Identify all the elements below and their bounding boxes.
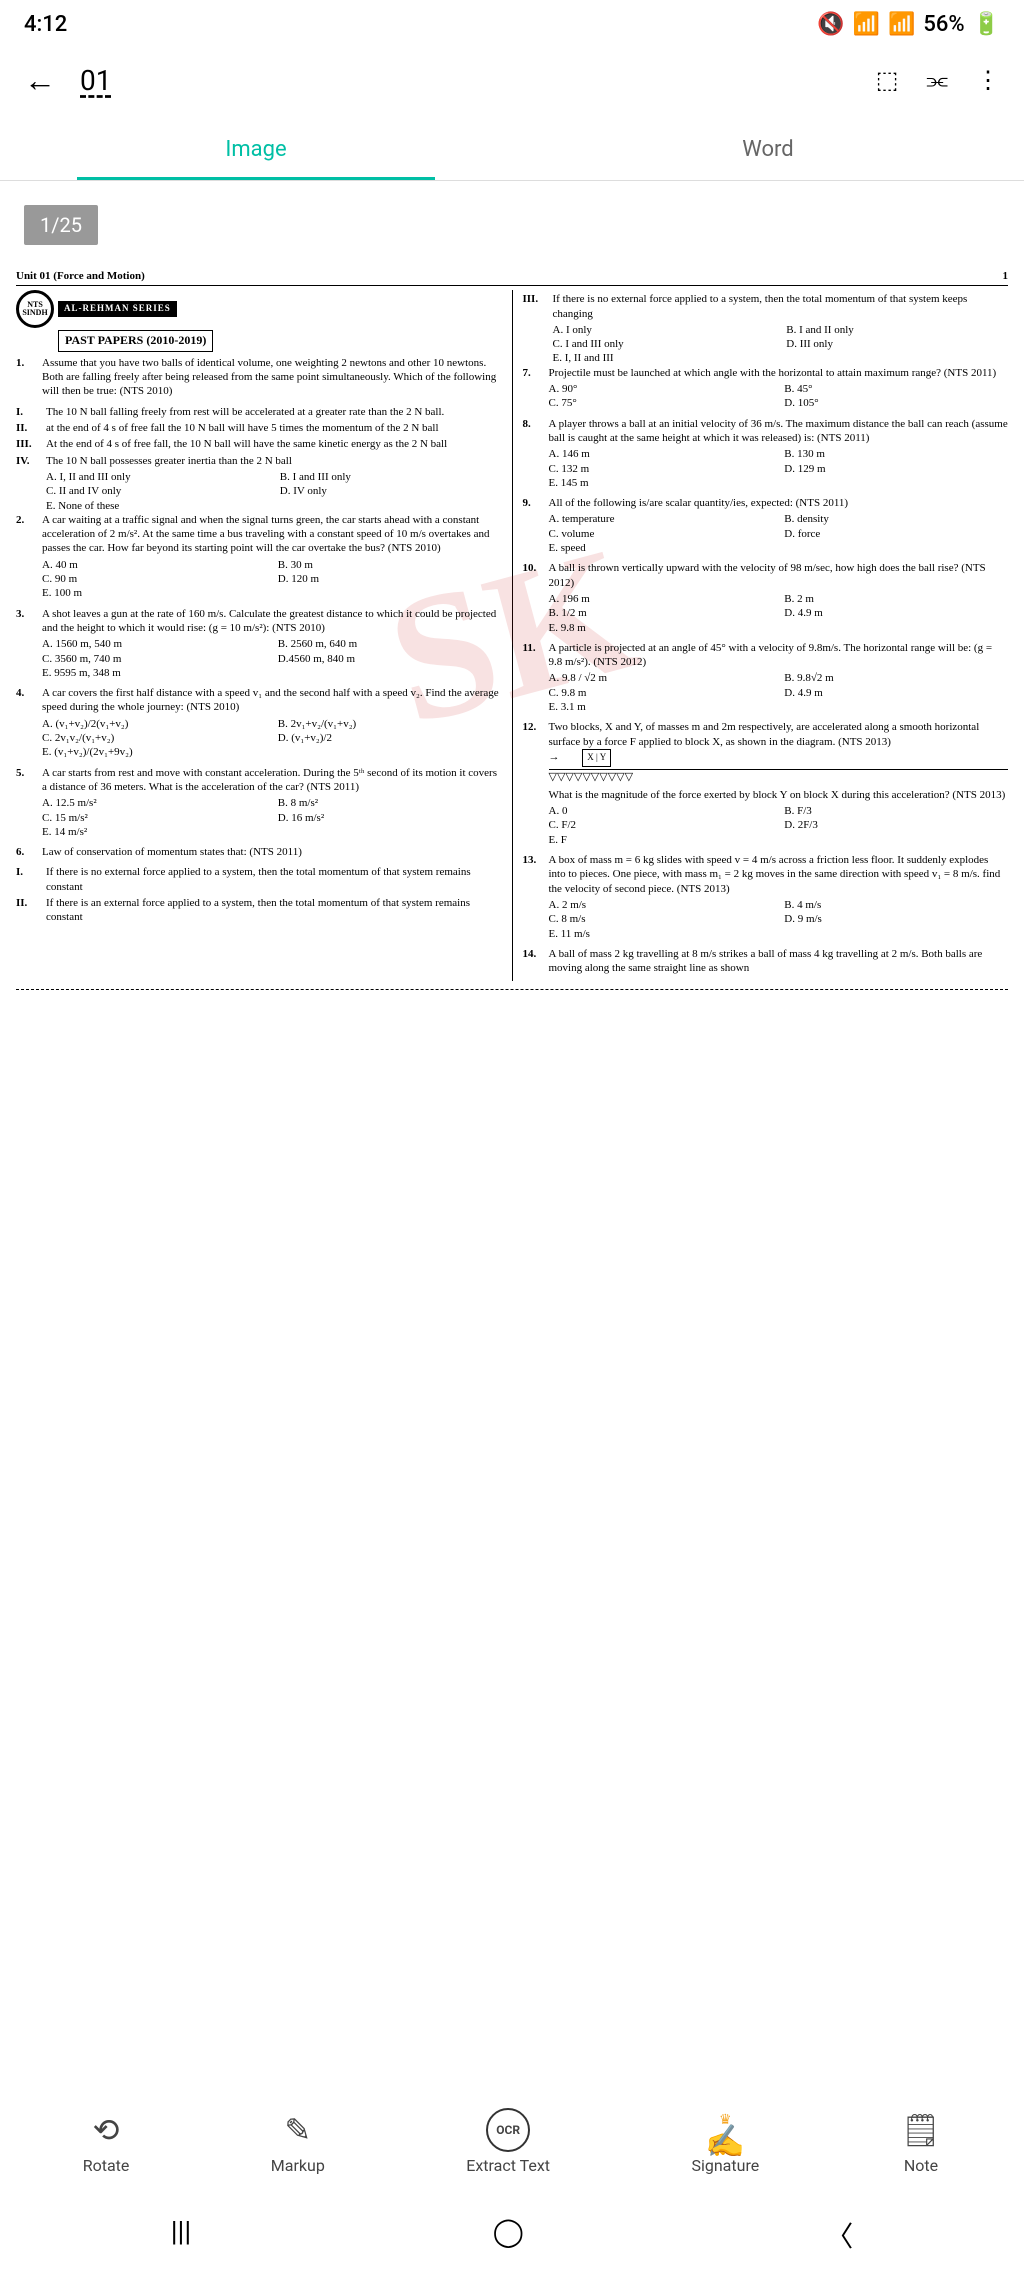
battery-text: 56% (923, 12, 964, 37)
unit-title: Unit 01 (Force and Motion) (16, 269, 145, 283)
wifi-icon: 📶 (853, 12, 880, 37)
more-icon[interactable]: ⋮ (976, 66, 1000, 94)
doc-page-num: 1 (1003, 269, 1009, 283)
question: 1.Assume that you have two balls of iden… (16, 356, 502, 399)
tabs: Image Word (0, 119, 1024, 180)
signature-icon: ♛✍ (705, 2112, 745, 2148)
markup-icon: ✎ (284, 2112, 311, 2148)
question: 2.A car waiting at a traffic signal and … (16, 513, 502, 601)
question: 6.Law of conservation of momentum states… (16, 845, 502, 859)
nts-logo: NTSSINDH (16, 290, 54, 328)
share-icon[interactable]: ⫘ (926, 66, 948, 94)
nav-home[interactable]: ◯ (493, 2215, 524, 2255)
battery-icon: 🔋 (973, 12, 1000, 37)
ocr-icon: OCR (486, 2112, 530, 2148)
question: IV.The 10 N ball possesses greater inert… (16, 454, 502, 513)
question: 7.Projectile must be launched at which a… (523, 366, 1009, 411)
nav-recent[interactable]: ||| (171, 2215, 192, 2255)
back-button[interactable]: ← (24, 61, 56, 99)
crop-icon[interactable]: ⬚ (876, 66, 899, 94)
nav-bar: ||| ◯ 〈 (0, 2195, 1024, 2275)
status-bar: 4:12 🔇 📶 📶 56% 🔋 (0, 0, 1024, 49)
question: I.The 10 N ball falling freely from rest… (16, 405, 502, 419)
top-bar: ← 01 ⬚ ⫘ ⋮ (0, 49, 1024, 111)
question: 4.A car covers the first half distance w… (16, 686, 502, 759)
document-page[interactable]: Unit 01 (Force and Motion) 1 SK NTSSINDH… (16, 269, 1008, 990)
question: 9.All of the following is/are scalar qua… (523, 496, 1009, 555)
page-title: 01 (80, 64, 111, 97)
series-label: AL-REHMAN SERIES (58, 301, 177, 317)
question: II.If there is an external force applied… (16, 896, 502, 925)
question: III.If there is no external force applie… (523, 292, 1009, 365)
papers-title: PAST PAPERS (2010-2019) (58, 330, 213, 352)
question: I.If there is no external force applied … (16, 865, 502, 894)
question: 10.A ball is thrown vertically upward wi… (523, 561, 1009, 634)
note-icon: 🗒 (901, 2112, 942, 2148)
rotate-icon: ⟲ (93, 2112, 120, 2148)
question: 5.A car starts from rest and move with c… (16, 766, 502, 839)
question: 11.A particle is projected at an angle o… (523, 641, 1009, 714)
status-time: 4:12 (24, 12, 67, 37)
note-button[interactable]: 🗒 Note (901, 2112, 942, 2175)
question: 12.Two blocks, X and Y, of masses m and … (523, 720, 1009, 847)
tab-image[interactable]: Image (0, 119, 512, 180)
signal-icon: 📶 (888, 12, 915, 37)
nav-back[interactable]: 〈 (825, 2215, 853, 2255)
question: 14.A ball of mass 2 kg travelling at 8 m… (523, 947, 1009, 976)
signature-button[interactable]: ♛✍ Signature (691, 2112, 759, 2175)
question: 3.A shot leaves a gun at the rate of 160… (16, 607, 502, 680)
left-column: NTSSINDH AL-REHMAN SERIES PAST PAPERS (2… (16, 290, 502, 981)
vibrate-icon: 🔇 (817, 12, 844, 37)
page-indicator: 1/25 (24, 205, 98, 245)
right-column: III.If there is no external force applie… (523, 290, 1009, 981)
tab-word[interactable]: Word (512, 119, 1024, 180)
question: II.at the end of 4 s of free fall the 10… (16, 421, 502, 435)
status-icons: 🔇 📶 📶 56% 🔋 (817, 12, 1000, 37)
markup-button[interactable]: ✎ Markup (271, 2112, 325, 2175)
question: III.At the end of 4 s of free fall, the … (16, 437, 502, 451)
bottom-toolbar: ⟲ Rotate ✎ Markup OCR Extract Text ♛✍ Si… (0, 2092, 1024, 2275)
question: 13.A box of mass m = 6 kg slides with sp… (523, 853, 1009, 941)
rotate-button[interactable]: ⟲ Rotate (83, 2112, 130, 2175)
question: 8.A player throws a ball at an initial v… (523, 417, 1009, 490)
extract-text-button[interactable]: OCR Extract Text (466, 2112, 550, 2175)
